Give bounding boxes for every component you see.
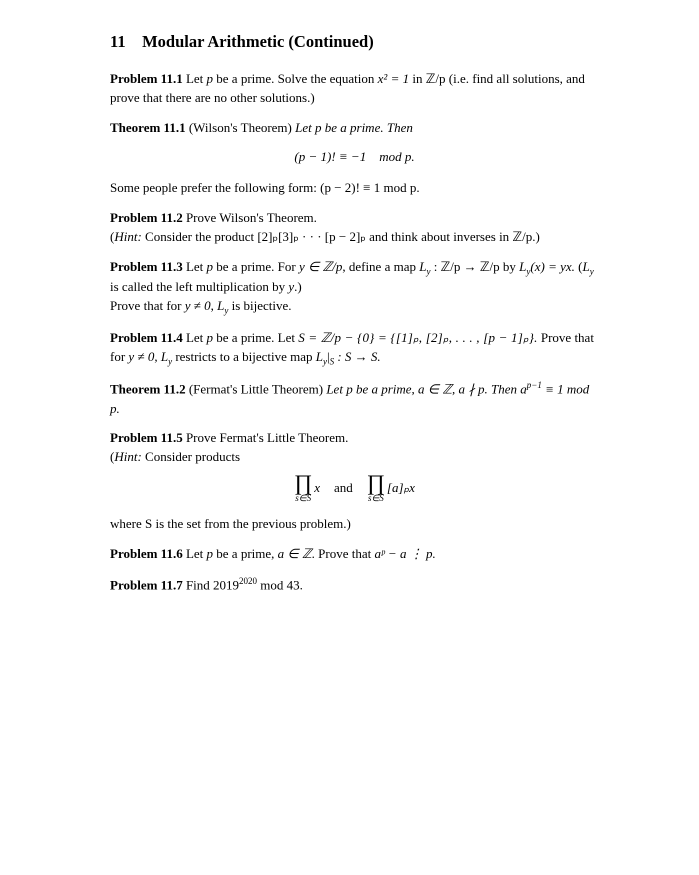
product-symbol: ∏ s∈S: [367, 473, 385, 503]
math: L: [583, 259, 590, 274]
text: Let: [183, 71, 207, 86]
math-sup: 2020: [239, 576, 257, 586]
theorem-label: Theorem 11.1: [110, 120, 186, 135]
product-term: [a]ₚx: [387, 479, 415, 498]
math-sup: p−1: [527, 380, 542, 390]
math: a ∈ ℤ: [278, 546, 312, 561]
theorem-body: Let p be a prime, a ∈ ℤ, a ∤ p. Then a: [326, 382, 526, 397]
theorem-label: Theorem 11.2: [110, 382, 186, 397]
problem-label: Problem 11.3: [110, 259, 183, 274]
problem-11-3: Problem 11.3 Let p be a prime. For y ∈ ℤ…: [110, 258, 599, 318]
theorem-name: (Wilson's Theorem): [186, 120, 296, 135]
math: 2019: [213, 577, 239, 592]
math: y ≠ 0: [185, 298, 211, 313]
hint-label: Hint:: [114, 229, 141, 244]
math: y ∈ ℤ/p: [299, 259, 342, 274]
math: : ℤ/p → ℤ/p: [430, 259, 499, 274]
problem-11-5-tail: where S is the set from the previous pro…: [110, 515, 599, 534]
math: aᵖ − a ⋮ p.: [375, 546, 436, 561]
text: is bijective.: [228, 298, 291, 313]
text: Find: [183, 577, 213, 592]
text: (: [575, 259, 583, 274]
product-term: x: [314, 479, 320, 498]
math: S = ℤ/p − {0} = {[1]ₚ, [2]ₚ, . . . , [p …: [298, 330, 537, 345]
text: Let: [183, 330, 207, 345]
aside-text: Some people prefer the following form: (…: [110, 179, 599, 198]
and-text: and: [334, 479, 353, 498]
problem-label: Problem 11.4: [110, 330, 183, 345]
product-symbol: ∏ s∈S: [294, 473, 312, 503]
problem-11-5: Problem 11.5 Prove Fermat's Little Theor…: [110, 429, 599, 467]
text: Consider the product: [142, 229, 258, 244]
text: and think about inverses in: [366, 229, 513, 244]
math: ℤ/p.): [512, 229, 539, 244]
math-sub: y: [590, 266, 594, 276]
text: , define a map: [342, 259, 419, 274]
display-equation: ∏ s∈S x and ∏ s∈S [a]ₚx: [110, 473, 599, 503]
math: (p − 2)! ≡ 1 mod p.: [320, 180, 420, 195]
math: L: [316, 349, 323, 364]
product-sub: s∈S: [367, 494, 385, 503]
theorem-body: Let p be a prime. Then: [295, 120, 413, 135]
math: x² = 1: [378, 71, 409, 86]
theorem-11-1: Theorem 11.1 (Wilson's Theorem) Let p be…: [110, 119, 599, 138]
text: . Prove that: [312, 546, 375, 561]
section-title: 11 Modular Arithmetic (Continued): [110, 30, 599, 54]
text: be a prime. For: [213, 259, 299, 274]
text: be a prime. Solve the equation: [213, 71, 378, 86]
text: Prove that for: [110, 298, 185, 313]
hint-label: Hint:: [114, 449, 141, 464]
problem-label: Problem 11.6: [110, 546, 183, 561]
math: y ≠ 0: [128, 349, 154, 364]
theorem-11-2: Theorem 11.2 (Fermat's Little Theorem) L…: [110, 379, 599, 418]
text: Consider products: [142, 449, 240, 464]
problem-label: Problem 11.7: [110, 577, 183, 592]
text: Let: [183, 259, 207, 274]
text: Prove Fermat's Little Theorem.: [183, 430, 349, 445]
text: is called the left multiplication by: [110, 279, 288, 294]
problem-11-1: Problem 11.1 Let p be a prime. Solve the…: [110, 70, 599, 108]
text: Some people prefer the following form:: [110, 180, 320, 195]
math: L: [161, 349, 168, 364]
text: in: [409, 71, 426, 86]
text: Prove Wilson's Theorem.: [183, 210, 317, 225]
text: mod 43.: [257, 577, 303, 592]
text: restricts to a bijective map: [172, 349, 316, 364]
problem-label: Problem 11.1: [110, 71, 183, 86]
text: by: [503, 259, 519, 274]
text: where S is the set from the previous pro…: [110, 516, 351, 531]
math: : S → S.: [334, 349, 381, 364]
problem-label: Problem 11.5: [110, 430, 183, 445]
text: be a prime,: [213, 546, 278, 561]
text: .): [294, 279, 302, 294]
problem-11-4: Problem 11.4 Let p be a prime. Let S = ℤ…: [110, 329, 599, 368]
problem-11-2: Problem 11.2 Prove Wilson's Theorem. (Hi…: [110, 209, 599, 247]
text: be a prime. Let: [213, 330, 298, 345]
math: (x) = yx.: [530, 259, 575, 274]
math: ℤ/p: [426, 71, 446, 86]
text: Let: [183, 546, 207, 561]
math: [2]ₚ[3]ₚ · · · [p − 2]ₚ: [257, 229, 366, 244]
problem-11-7: Problem 11.7 Find 20192020 mod 43.: [110, 575, 599, 595]
problem-11-6: Problem 11.6 Let p be a prime, a ∈ ℤ. Pr…: [110, 545, 599, 564]
product-sub: s∈S: [294, 494, 312, 503]
problem-label: Problem 11.2: [110, 210, 183, 225]
theorem-name: (Fermat's Little Theorem): [186, 382, 327, 397]
document-page: 11 Modular Arithmetic (Continued) Proble…: [0, 0, 699, 875]
display-equation: (p − 1)! ≡ −1 mod p.: [110, 148, 599, 167]
